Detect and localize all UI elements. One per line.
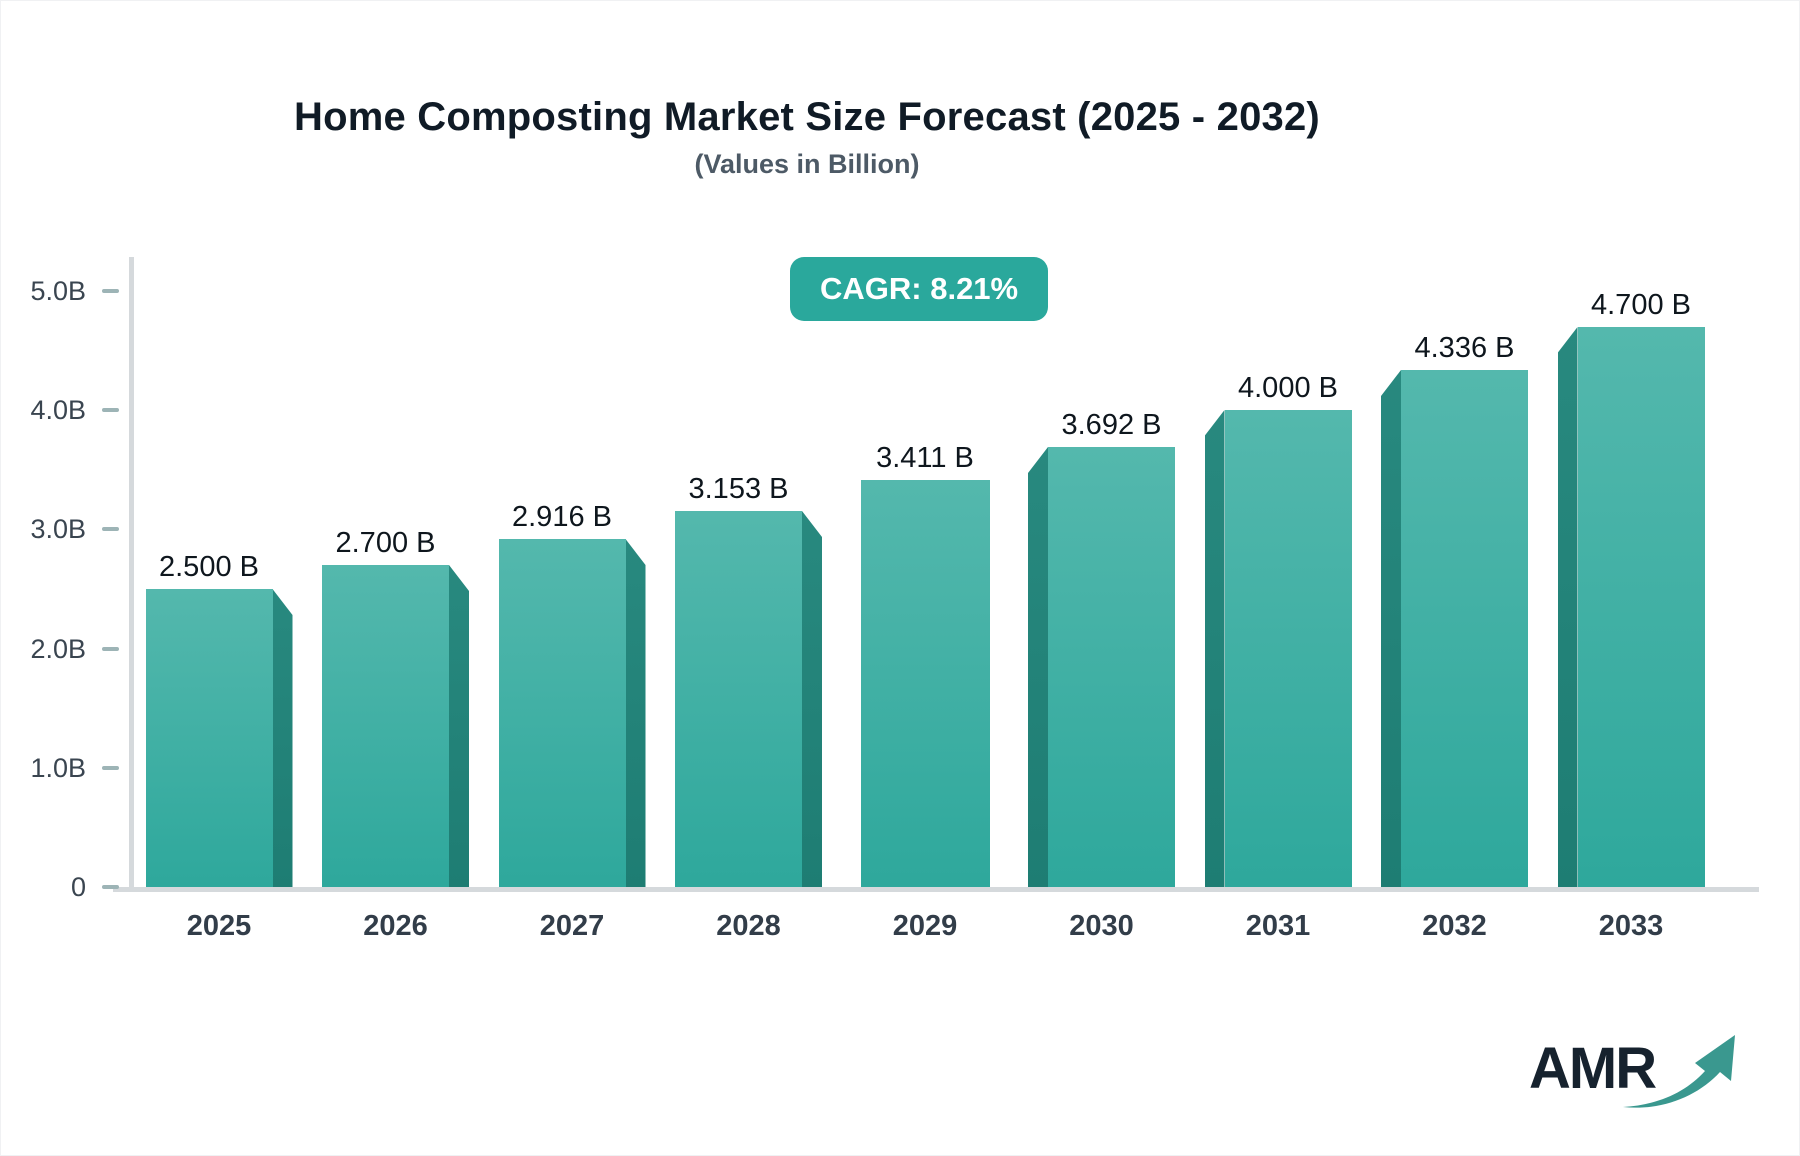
bar-value-label: 2.700 B <box>335 527 436 559</box>
y-tick-label: 3.0B <box>30 514 86 545</box>
x-axis-label-2026: 2026 <box>363 910 428 942</box>
logo-text: AMR <box>1529 1036 1657 1101</box>
bar-2028 <box>675 511 802 887</box>
y-tick-label: 1.0B <box>30 752 86 783</box>
y-tick-mark <box>102 408 119 413</box>
bar-value-label: 2.916 B <box>512 501 612 533</box>
y-tick-label: 4.0B <box>30 395 86 426</box>
bar-side-2028 <box>802 511 822 887</box>
bar-value-label: 4.336 B <box>1414 332 1515 364</box>
x-axis-label-2027: 2027 <box>539 910 605 942</box>
trend-arrow-icon <box>1623 1035 1735 1108</box>
amr-logo: AMR <box>1529 1029 1779 1119</box>
cagr-badge: CAGR: 8.21% <box>790 257 1049 321</box>
y-tick-label: 2.0B <box>30 633 86 664</box>
bar-2026 <box>322 565 449 887</box>
chart-subtitle: (Values in Billion) <box>694 149 920 179</box>
y-tick-mark <box>102 289 119 293</box>
bar-side-2026 <box>449 565 469 887</box>
y-axis-line <box>129 257 134 892</box>
y-tick-label: 5.0B <box>30 276 86 306</box>
x-axis-label-2031: 2031 <box>1245 910 1311 942</box>
y-tick-mark <box>102 527 119 532</box>
bar-2031 <box>1224 410 1352 887</box>
bar-2029 <box>860 480 990 887</box>
x-axis-label-2025: 2025 <box>186 910 252 942</box>
bar-value-label: 3.153 B <box>688 473 789 505</box>
bar-value-label: 3.411 B <box>876 442 974 474</box>
bar-side-2033 <box>1557 327 1578 887</box>
bar-side-2032 <box>1381 370 1401 887</box>
y-tick-label: 0 <box>70 872 86 902</box>
bar-value-label: 3.692 B <box>1061 409 1162 441</box>
bar-2027 <box>498 539 626 887</box>
x-axis-label-2032: 2032 <box>1422 910 1487 942</box>
bar-side-2027 <box>625 539 646 887</box>
bar-2032 <box>1401 370 1528 887</box>
bar-2030 <box>1048 447 1175 887</box>
x-axis-label-2029: 2029 <box>892 910 958 942</box>
chart-title: Home Composting Market Size Forecast (20… <box>294 95 1320 139</box>
bar-side-2031 <box>1204 410 1225 887</box>
bar-value-label: 2.500 B <box>159 551 259 583</box>
y-tick-mark <box>102 646 119 651</box>
x-axis-label-2030: 2030 <box>1069 910 1134 942</box>
bar-2033 <box>1577 327 1705 887</box>
y-tick-mark <box>102 765 119 770</box>
bar-value-label: 4.700 B <box>1591 289 1691 321</box>
x-axis-label-2033: 2033 <box>1598 910 1664 942</box>
x-axis-line <box>113 887 1759 892</box>
bar-side-2030 <box>1028 447 1048 887</box>
bar-side-2025 <box>272 589 293 887</box>
bar-value-label: 4.000 B <box>1238 372 1338 404</box>
bar-2025 <box>145 589 273 887</box>
y-tick-mark <box>102 885 119 889</box>
x-axis-label-2028: 2028 <box>716 910 781 942</box>
